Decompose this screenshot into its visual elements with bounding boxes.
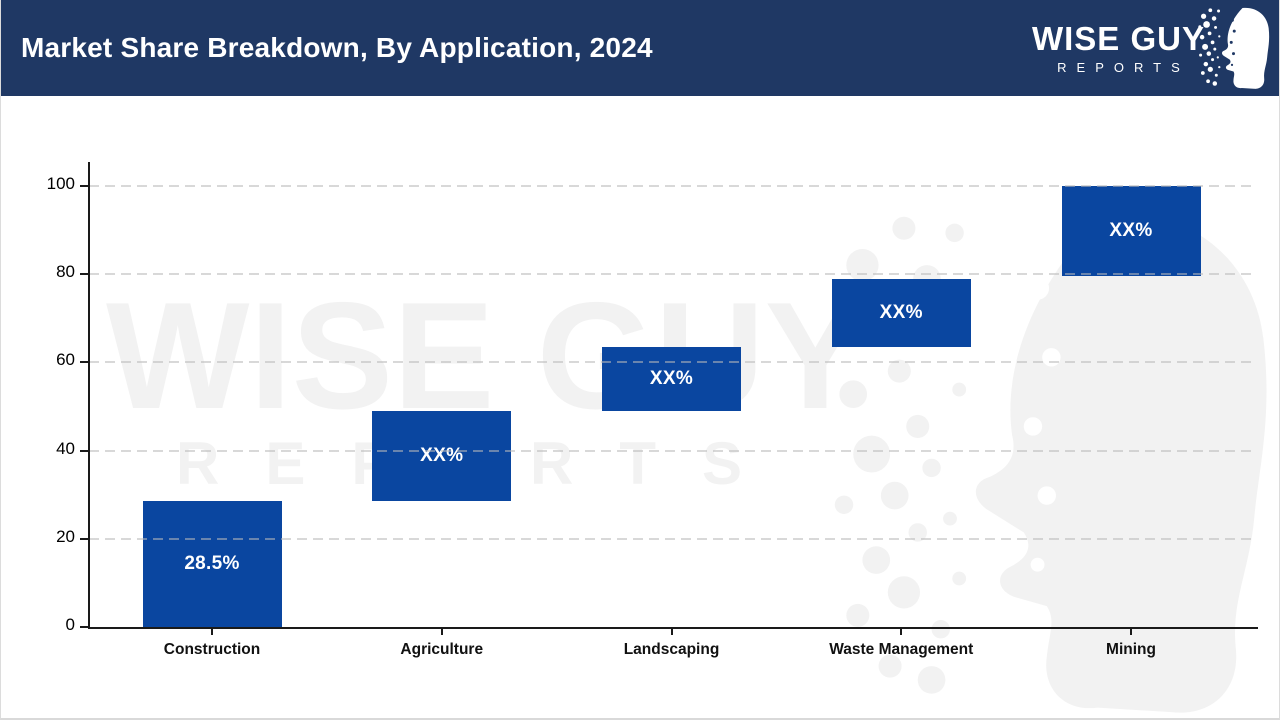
bar-value-label: XX% xyxy=(420,445,464,467)
y-tick xyxy=(80,273,89,276)
wiseguy-face-icon xyxy=(1198,7,1270,89)
x-axis-label: Landscaping xyxy=(623,641,720,658)
bar-value-label: XX% xyxy=(1109,220,1153,242)
y-tick xyxy=(80,361,89,364)
y-axis-tick-label: 20 xyxy=(56,526,75,546)
bar-value-label: XX% xyxy=(879,301,923,323)
bar-segment: XX% xyxy=(1061,186,1201,277)
y-axis-tick-label: 0 xyxy=(65,615,75,634)
gridline xyxy=(89,361,1257,364)
page-title: Market Share Breakdown, By Application, … xyxy=(21,32,653,63)
logo-wise-guy-label: WISE GUY xyxy=(1031,19,1205,57)
x-tick xyxy=(670,629,673,635)
wiseguy-logo-text: WISE GUY REPORTS xyxy=(1032,22,1205,75)
y-axis-tick-label: 100 xyxy=(46,174,75,193)
x-tick xyxy=(1130,629,1132,635)
x-axis-line xyxy=(88,627,1258,629)
y-axis-tick-label: 80 xyxy=(56,262,75,282)
y-tick xyxy=(80,537,89,540)
x-axis-label: Mining xyxy=(1106,641,1156,658)
x-axis-label: Construction xyxy=(163,641,261,658)
x-axis-label: Agriculture xyxy=(400,641,484,658)
y-axis-tick-label: 40 xyxy=(56,438,75,458)
header-bar: Market Share Breakdown, By Application, … xyxy=(1,0,1279,96)
y-tick xyxy=(80,449,89,452)
bar-value-label: XX% xyxy=(649,367,694,389)
y-tick xyxy=(80,185,89,187)
logo-reports-label: REPORTS xyxy=(1057,59,1190,75)
wiseguy-logo: WISE GUY REPORTS xyxy=(1032,5,1273,91)
bar-segment: XX% xyxy=(372,410,512,502)
gridline xyxy=(89,273,1257,276)
bar-segment: XX% xyxy=(602,346,741,411)
x-tick xyxy=(440,629,443,635)
x-axis-label: Waste Management xyxy=(829,641,974,658)
bar-segment: 28.5% xyxy=(142,501,282,627)
x-tick xyxy=(900,629,903,635)
gridline xyxy=(89,537,1257,540)
watermark-wise-guy: WISE GUY xyxy=(106,271,867,441)
bar-segment: XX% xyxy=(831,278,971,347)
y-tick xyxy=(80,626,89,628)
chart: WISE GUY REPORTS 02040608010028.5%Constr… xyxy=(1,96,1279,718)
y-axis-line xyxy=(88,162,90,629)
gridline xyxy=(89,185,1257,187)
x-tick xyxy=(211,629,213,635)
y-axis-tick-label: 60 xyxy=(56,350,75,370)
bar-value-label: 28.5% xyxy=(184,553,240,575)
gridline xyxy=(89,449,1257,452)
